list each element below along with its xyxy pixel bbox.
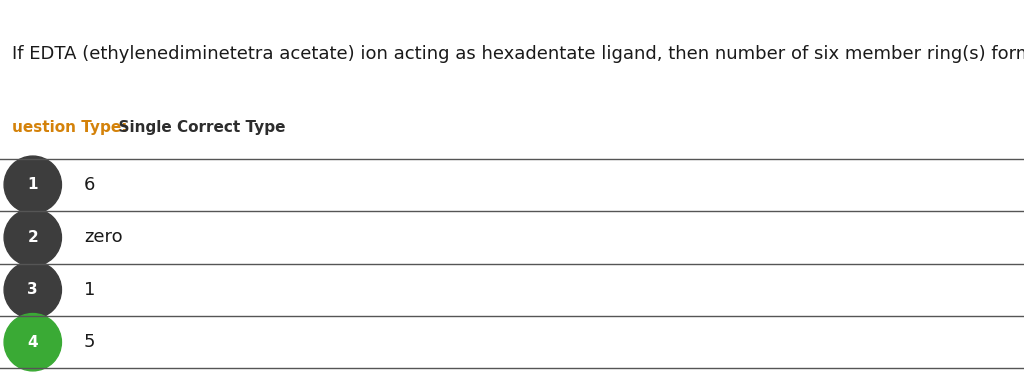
Text: 1: 1 — [84, 281, 95, 299]
Text: 5: 5 — [84, 333, 95, 351]
Ellipse shape — [4, 209, 61, 266]
Text: 2: 2 — [28, 230, 38, 245]
Text: 6: 6 — [84, 176, 95, 194]
Text: If EDTA (ethylenediminetetra acetate) ion acting as hexadentate ligand, then num: If EDTA (ethylenediminetetra acetate) io… — [12, 45, 1024, 63]
Text: Single Correct Type: Single Correct Type — [108, 120, 285, 135]
Ellipse shape — [4, 313, 61, 371]
Text: 4: 4 — [28, 335, 38, 350]
Text: 1: 1 — [28, 177, 38, 192]
Ellipse shape — [4, 261, 61, 319]
Ellipse shape — [4, 156, 61, 214]
Text: zero: zero — [84, 229, 123, 246]
Text: 3: 3 — [28, 282, 38, 297]
Text: uestion Type:: uestion Type: — [12, 120, 128, 135]
